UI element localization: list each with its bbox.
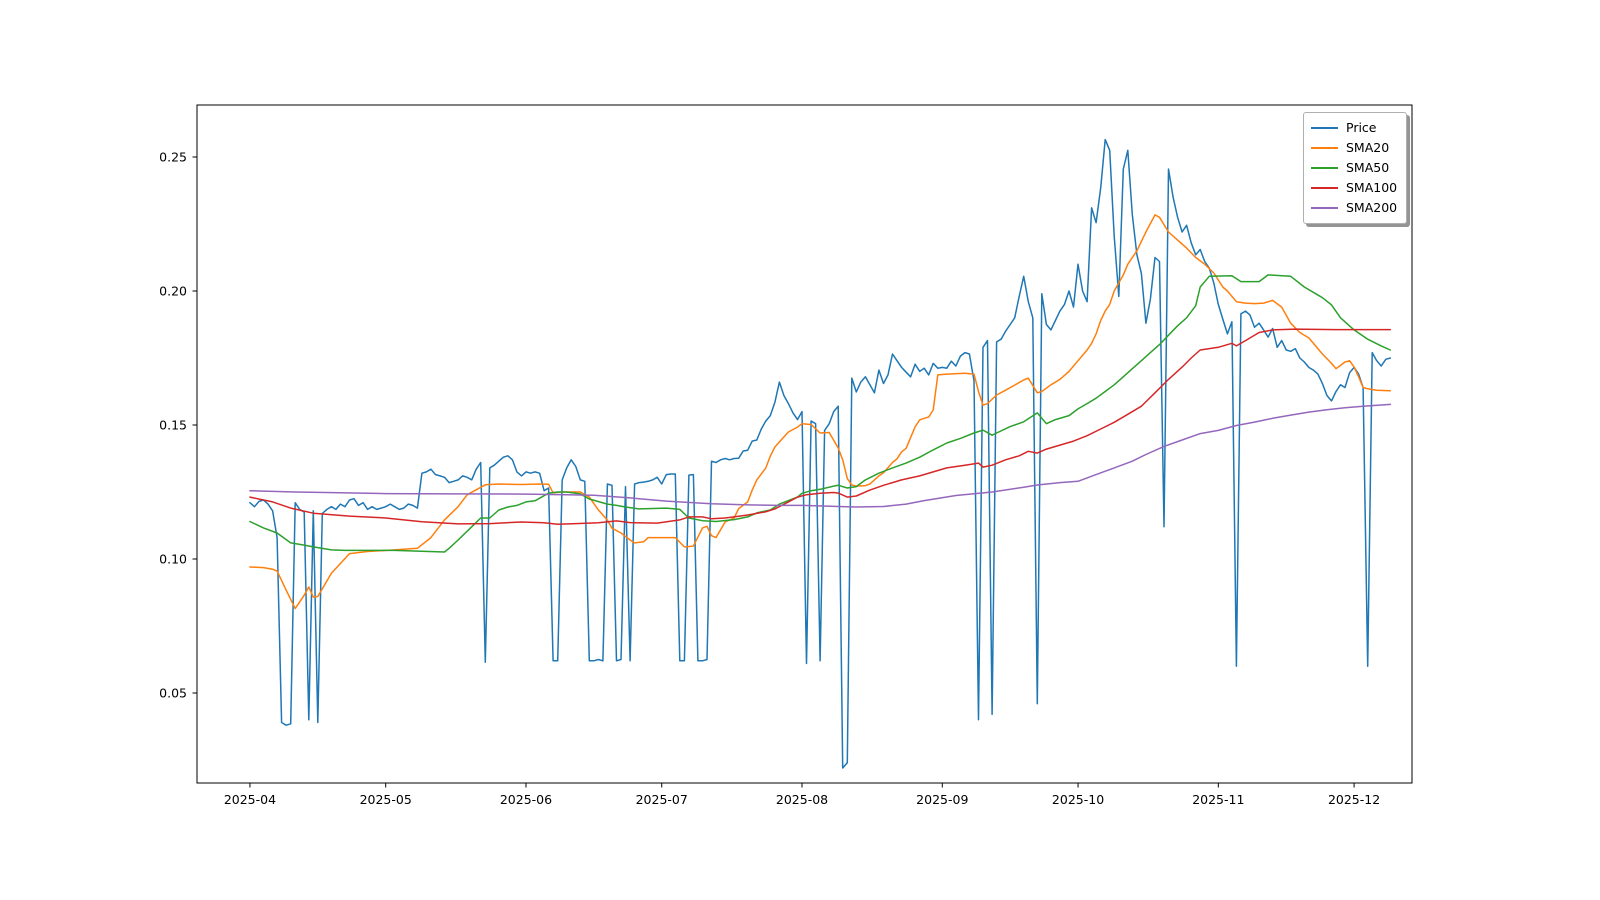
x-tick-label: 2025-06 <box>500 792 552 807</box>
legend-line-sample <box>1311 147 1338 149</box>
x-tick-label: 2025-09 <box>916 792 968 807</box>
legend-label: Price <box>1346 120 1377 135</box>
legend-line-sample <box>1311 127 1338 129</box>
y-tick-label: 0.15 <box>159 417 187 432</box>
legend-line-sample <box>1311 207 1338 209</box>
legend-entry-sma50: SMA50 <box>1311 158 1397 178</box>
y-tick-label: 0.10 <box>159 552 187 567</box>
legend-label: SMA20 <box>1346 140 1390 155</box>
y-tick-label: 0.05 <box>159 686 187 701</box>
legend-label: SMA200 <box>1346 200 1398 215</box>
x-tick-label: 2025-07 <box>636 792 688 807</box>
legend-entry-sma200: SMA200 <box>1311 198 1397 218</box>
x-tick-label: 2025-11 <box>1192 792 1244 807</box>
legend-entry-price: Price <box>1311 118 1397 138</box>
x-tick-label: 2025-10 <box>1052 792 1104 807</box>
x-tick-label: 2025-08 <box>776 792 828 807</box>
series-line-sma20 <box>249 214 1392 610</box>
series-line-sma100 <box>249 328 1392 525</box>
x-tick-label: 2025-05 <box>360 792 412 807</box>
x-tick-label: 2025-12 <box>1328 792 1380 807</box>
legend-entry-sma20: SMA20 <box>1311 138 1397 158</box>
legend-entry-sma100: SMA100 <box>1311 178 1397 198</box>
series-line-sma200 <box>249 403 1392 508</box>
series-line-sma50 <box>249 274 1392 553</box>
legend-label: SMA50 <box>1346 160 1390 175</box>
legend-line-sample <box>1311 187 1338 189</box>
y-tick-label: 0.20 <box>159 283 187 298</box>
legend-label: SMA100 <box>1346 180 1398 195</box>
legend: Price SMA20 SMA50 SMA100 SMA200 <box>1303 112 1408 224</box>
x-tick-label: 2025-04 <box>224 792 276 807</box>
y-tick-label: 0.25 <box>159 149 187 164</box>
plot-border <box>196 104 1413 784</box>
series-line-price <box>249 138 1392 769</box>
legend-line-sample <box>1311 167 1338 169</box>
